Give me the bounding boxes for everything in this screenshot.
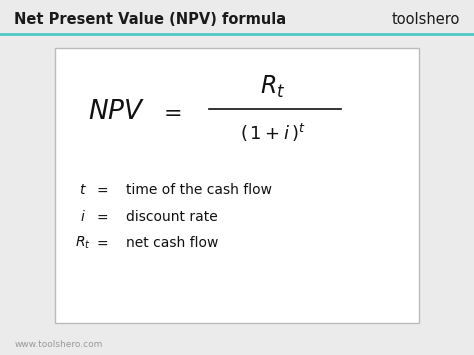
Text: $(\,1 + \mathit{i}\,)^t$: $(\,1 + \mathit{i}\,)^t$ [239,122,306,144]
Text: $=$: $=$ [159,102,182,122]
Text: www.toolshero.com: www.toolshero.com [14,340,102,349]
Text: net cash flow: net cash flow [126,236,218,250]
Text: $\mathit{t}$: $\mathit{t}$ [79,183,87,197]
Text: discount rate: discount rate [126,209,218,224]
Text: Net Present Value (NPV) formula: Net Present Value (NPV) formula [14,12,286,27]
Text: $\mathit{R}_t$: $\mathit{R}_t$ [260,74,285,100]
Text: $\mathit{i}$: $\mathit{i}$ [80,209,86,224]
Text: $=$: $=$ [94,183,109,197]
Text: time of the cash flow: time of the cash flow [126,183,272,197]
Text: $=$: $=$ [94,236,109,250]
Text: $\mathbf{\mathit{NPV}}$: $\mathbf{\mathit{NPV}}$ [88,99,145,125]
FancyBboxPatch shape [55,48,419,323]
Text: toolshero: toolshero [392,12,460,27]
Text: $R_t$: $R_t$ [75,235,91,251]
Text: $=$: $=$ [94,209,109,224]
